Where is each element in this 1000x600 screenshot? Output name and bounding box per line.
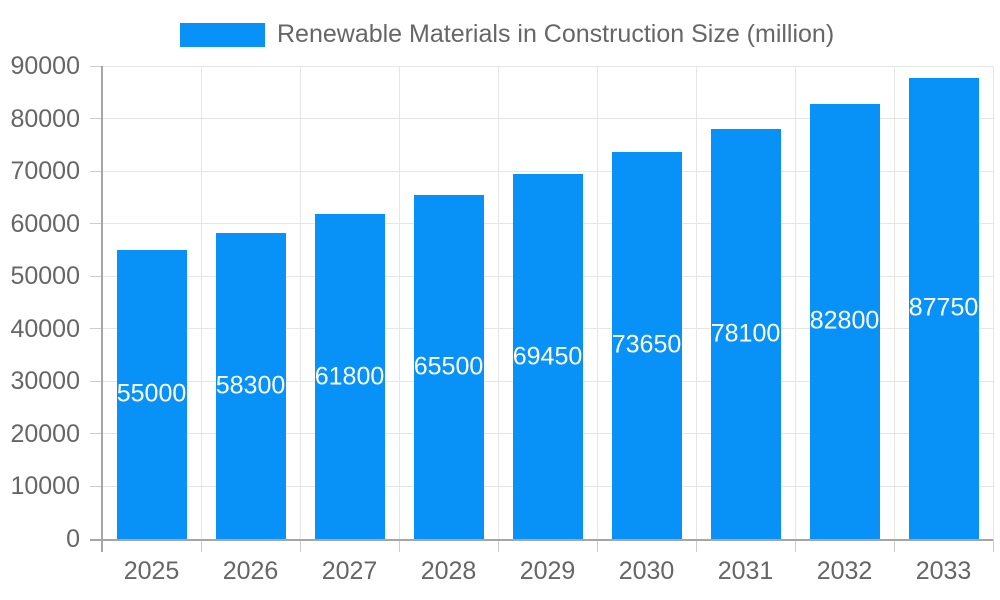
x-axis-tick-label: 2026 [222,557,279,585]
legend-swatch [180,22,265,47]
y-axis-tick [90,485,102,487]
y-axis-tick-label: 40000 [10,314,80,343]
bar-2026[interactable] [215,232,286,539]
x-gridline [497,66,499,539]
y-axis-tick [90,118,102,120]
y-axis-tick-label: 0 [66,525,80,553]
y-axis-tick-label: 50000 [10,262,80,291]
bar-value-label: 65500 [413,352,484,381]
y-axis-tick-label: 70000 [10,157,80,186]
legend[interactable]: Renewable Materials in Construction Size… [180,20,834,49]
x-gridline [596,66,598,539]
x-axis-tick [497,539,499,552]
x-gridline [398,66,400,539]
bar-2025[interactable] [116,249,187,539]
y-axis-tick [90,328,102,330]
y-axis-tick-label: 90000 [10,52,80,80]
bar-2032[interactable] [809,103,880,539]
x-axis-tick [596,539,598,552]
x-axis-tick-label: 2033 [915,557,972,585]
x-gridline [299,66,301,539]
x-axis-tick-label: 2028 [420,557,477,585]
bar-value-label: 87750 [908,293,979,322]
bar-2029[interactable] [512,174,583,539]
bar-value-label: 55000 [116,379,187,408]
x-gridline [200,66,202,539]
x-axis-tick [695,539,697,552]
bar-value-label: 58300 [215,371,286,400]
y-axis-tick [90,433,102,435]
bar-value-label: 82800 [809,306,880,335]
bar-2033[interactable] [908,77,979,539]
x-axis-tick [398,539,400,552]
x-axis-tick [992,539,994,552]
x-axis-tick [893,539,895,552]
y-axis-tick-label: 20000 [10,419,80,448]
x-axis-tick-label: 2031 [717,557,774,585]
x-axis-tick-label: 2027 [321,557,378,585]
x-gridline [695,66,697,539]
x-gridline [992,66,994,539]
y-axis-tick-label: 80000 [10,104,80,133]
bar-2030[interactable] [611,151,682,539]
x-axis-tick-label: 2025 [123,557,180,585]
x-axis-tick [794,539,796,552]
x-axis-tick [299,539,301,552]
bar-2027[interactable] [314,214,385,539]
y-gridline [102,170,993,172]
x-axis-line [90,539,993,541]
y-axis-tick-label: 10000 [10,472,80,501]
y-axis-tick-label: 30000 [10,367,80,396]
x-gridline [893,66,895,539]
y-axis-tick [90,380,102,382]
y-gridline [102,65,993,67]
x-axis-tick-label: 2029 [519,557,576,585]
x-axis-tick-label: 2032 [816,557,873,585]
x-gridline [794,66,796,539]
bar-2028[interactable] [413,194,484,539]
x-axis-tick-label: 2030 [618,557,675,585]
y-axis-line [101,66,103,552]
bar-value-label: 61800 [314,362,385,391]
legend-label: Renewable Materials in Construction Size… [277,20,835,48]
y-axis-tick [90,275,102,277]
bar-value-label: 73650 [611,330,682,359]
y-axis-tick [90,65,102,67]
x-axis-tick [200,539,202,552]
bar-value-label: 69450 [512,342,583,370]
y-axis-tick [90,223,102,225]
y-axis-tick-label: 60000 [10,209,80,238]
bar-2031[interactable] [710,128,781,539]
y-gridline [102,118,993,120]
bar-value-label: 78100 [710,319,781,348]
y-axis-tick [90,170,102,172]
